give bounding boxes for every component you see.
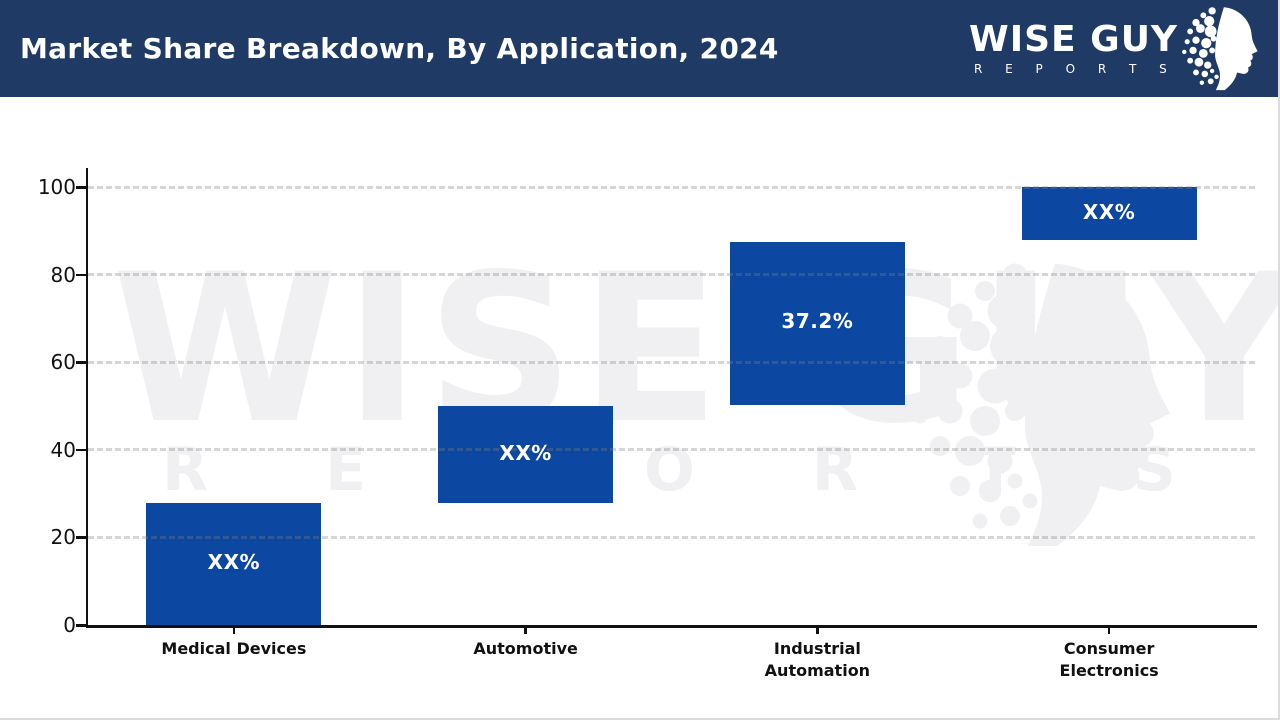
x-axis-label-consumer-electronics: Consumer Electronics: [1059, 639, 1159, 680]
y-tick-0: [76, 624, 88, 627]
x-tick-medical-devices: [232, 627, 236, 634]
bar-consumer-electronics: [1021, 187, 1197, 241]
y-tick-20: [76, 536, 88, 539]
bar-value-label-medical-devices: XX%: [207, 550, 261, 575]
y-tick-label-100: 100: [37, 175, 76, 199]
x-tick-consumer-electronics: [1107, 627, 1111, 634]
page-title: Market Share Breakdown, By Application, …: [20, 32, 779, 65]
y-tick-label-40: 40: [50, 437, 76, 462]
y-tick-label-20: 20: [50, 525, 76, 550]
y-tick-60: [76, 361, 88, 364]
gridline-100: [88, 185, 1255, 189]
y-axis: [85, 168, 88, 627]
logo-head-icon: [1174, 5, 1262, 93]
x-axis-label-medical-devices: Medical Devices: [161, 639, 307, 658]
bar-value-label-automotive: XX%: [499, 440, 552, 465]
x-axis-label-automotive: Automotive: [473, 639, 578, 658]
logo-text: WISE GUY R E P O R T S: [968, 18, 1178, 76]
bar-medical-devices: [146, 503, 322, 625]
bar-automotive: [438, 406, 614, 504]
y-tick-label-60: 60: [50, 350, 76, 375]
y-tick-label-0: 0: [63, 613, 76, 637]
x-axis: [85, 625, 1257, 628]
watermark-head-icon: [885, 228, 1185, 584]
wise-guy-reports-logo: WISE GUY R E P O R T S: [969, 5, 1262, 93]
gridline-20: [88, 535, 1255, 539]
logo-subtitle: R E P O R T S: [973, 61, 1177, 76]
bar-industrial-automation: [729, 241, 905, 405]
x-tick-automotive: [524, 627, 527, 634]
y-tick-100: [76, 186, 88, 189]
bar-value-label-industrial-automation: 37.2%: [781, 309, 854, 334]
y-tick-80: [76, 273, 88, 277]
x-axis-label-industrial-automation: Industrial Automation: [764, 639, 871, 680]
gridline-40: [88, 448, 1255, 452]
y-tick-label-80: 80: [50, 262, 76, 287]
gridline-80: [88, 273, 1255, 277]
logo-wordmark: WISE GUY: [968, 18, 1178, 60]
bar-value-label-consumer-electronics: XX%: [1082, 199, 1136, 224]
x-tick-industrial-automation: [816, 627, 819, 634]
gridline-60: [88, 360, 1255, 364]
y-tick-40: [76, 448, 88, 452]
header-bar: Market Share Breakdown, By Application, …: [0, 0, 1278, 97]
